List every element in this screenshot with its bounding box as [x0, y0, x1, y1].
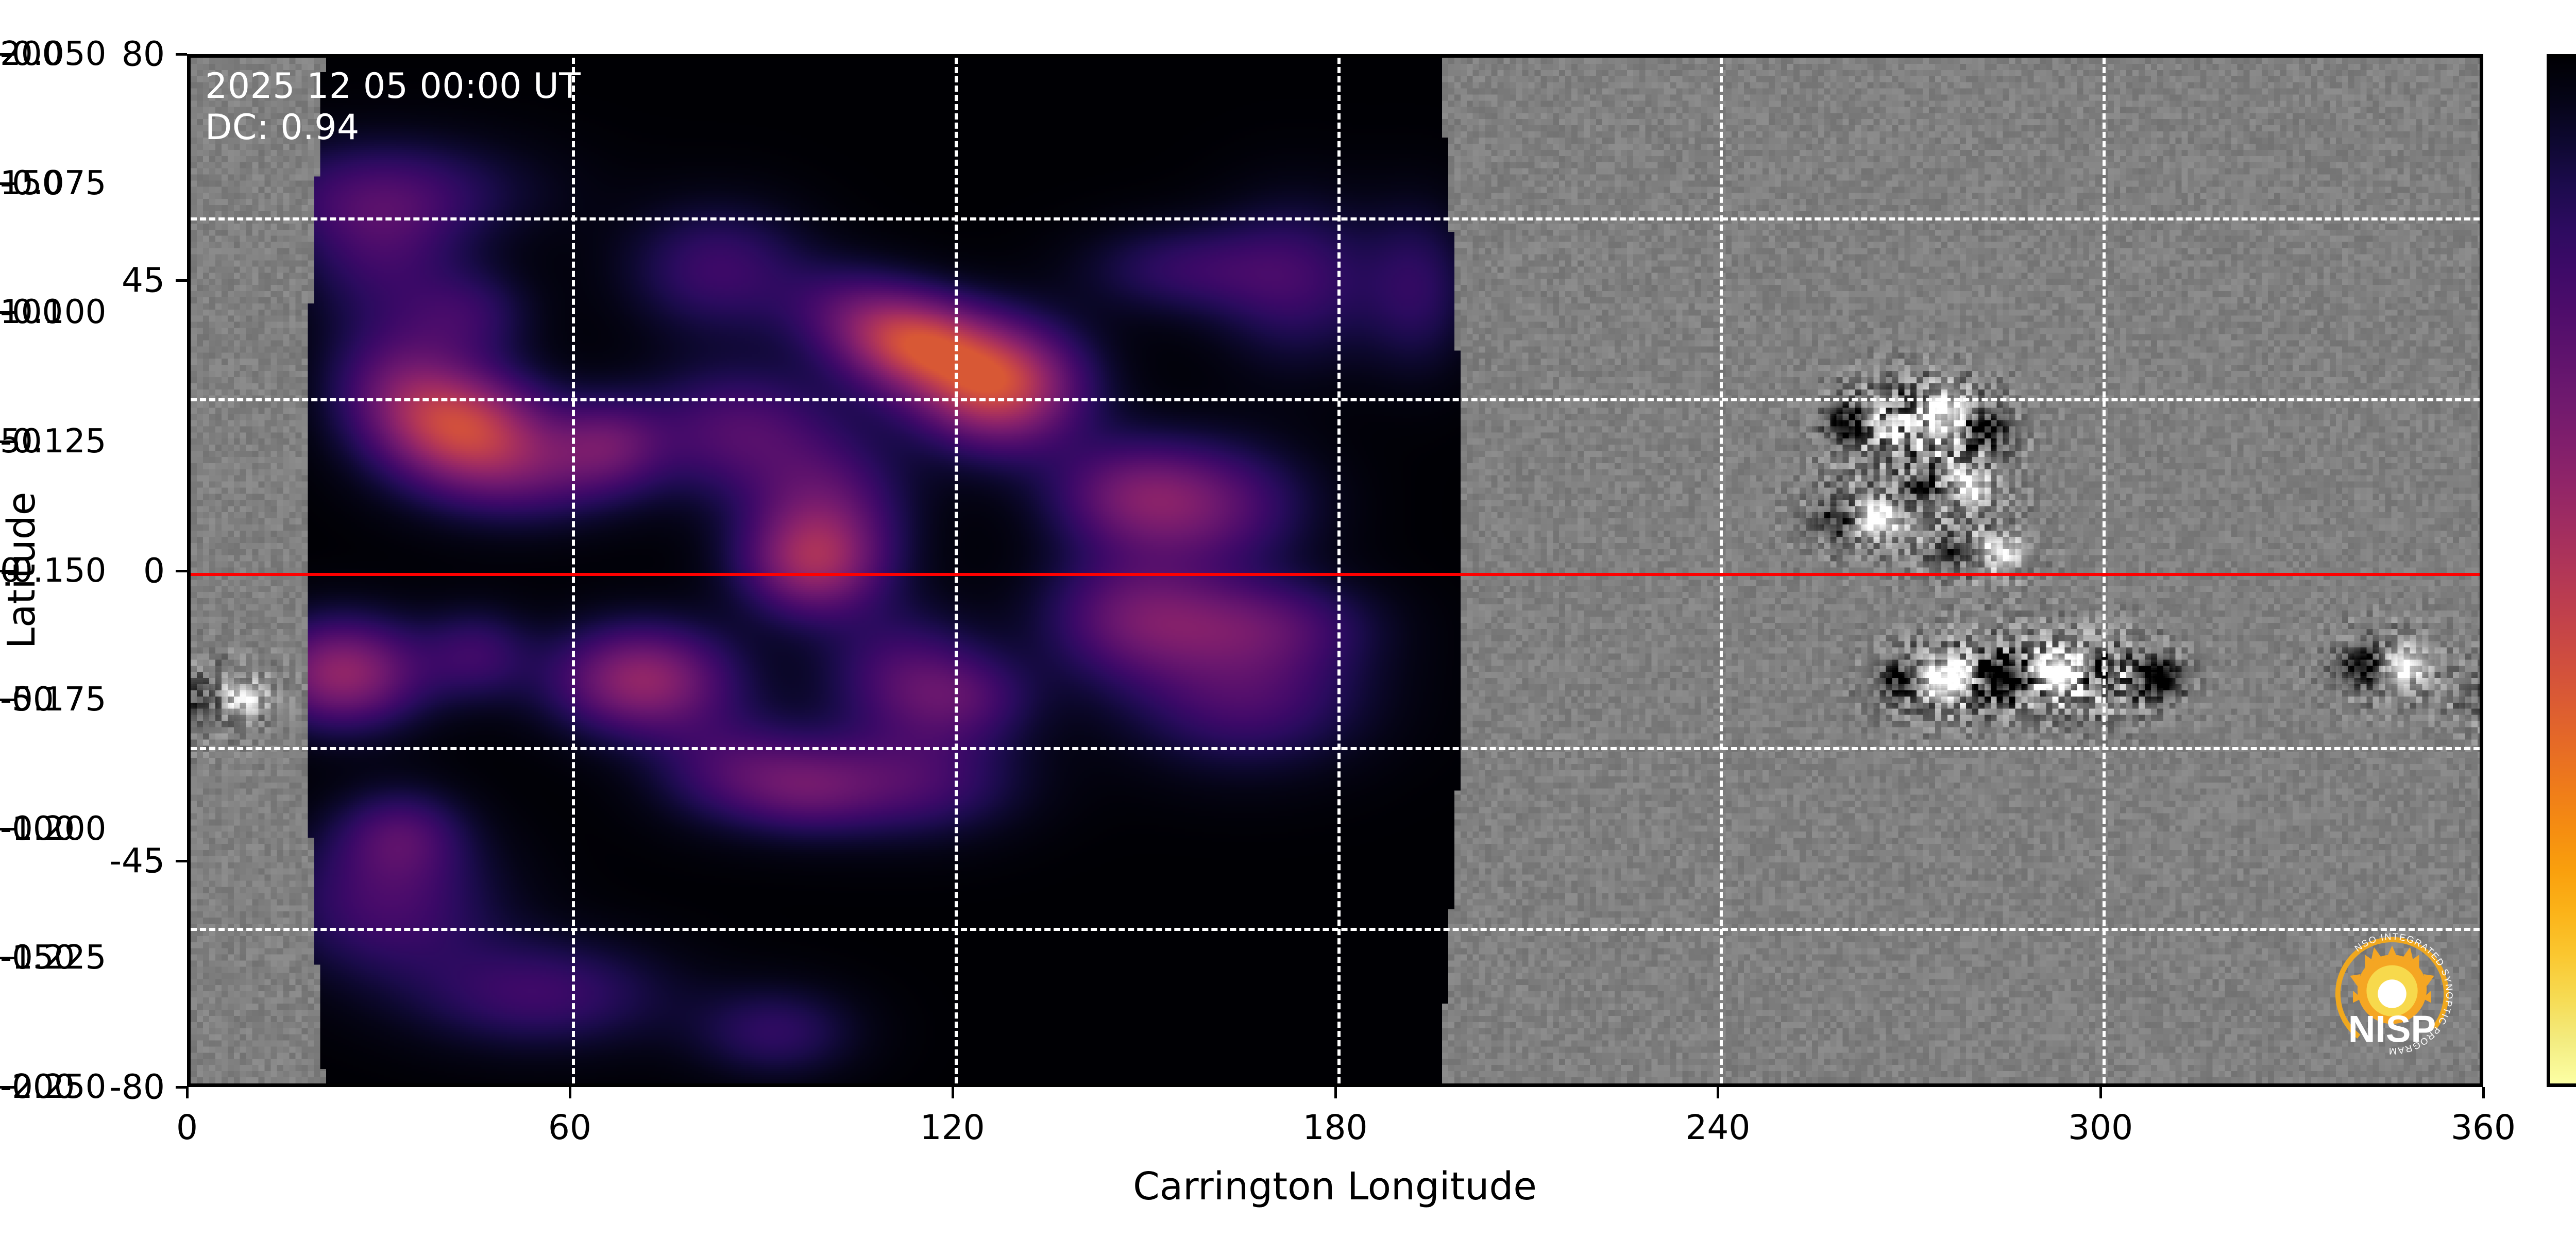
frontside-colorbar-tick-label: 150 — [0, 164, 63, 202]
farside-colorbar-tick-label: -0.125 — [0, 422, 107, 461]
frontside-colorbar-tick — [0, 440, 14, 443]
frontside-colorbar-tick-label: -200 — [0, 1068, 75, 1106]
frontside-colorbar-tick-label: 100 — [0, 293, 63, 332]
y-axis-tick-label: 80 — [122, 34, 165, 74]
x-axis-tick-label: 0 — [176, 1108, 198, 1147]
frontside-colorbar-tick-label: 50 — [0, 422, 42, 461]
y-axis-tick-label: -80 — [109, 1067, 165, 1107]
y-axis-tick-label: -45 — [109, 841, 165, 881]
x-axis-tick — [1717, 1087, 1720, 1098]
farside-colorbar-tick-label: -0.100 — [0, 293, 107, 332]
timestamp-annotation: 2025 12 05 00:00 UT DC: 0.94 — [205, 66, 581, 148]
farside-colorbar — [2547, 54, 2576, 1087]
frontside-colorbar-tick — [0, 1086, 14, 1089]
y-axis-tick — [176, 1086, 187, 1089]
x-axis-tick-label: 240 — [1685, 1108, 1751, 1147]
frontside-colorbar-tick — [0, 53, 14, 56]
x-axis-tick-label: 180 — [1302, 1108, 1368, 1147]
farside-colorbar-gradient — [2550, 58, 2576, 1083]
map-raster-layer — [191, 58, 2480, 1083]
x-axis-tick — [1334, 1087, 1337, 1098]
farside-colorbar-tick-label: -0.200 — [0, 809, 107, 848]
frontside-colorbar-tick — [0, 957, 14, 960]
frontside-colorbar-tick — [0, 699, 14, 702]
x-axis-tick-label: 360 — [2451, 1108, 2516, 1147]
equator-line — [191, 572, 2480, 576]
nisp-logo-acronym: NISP — [2348, 1008, 2436, 1050]
farside-colorbar-tick-label: -0.150 — [0, 551, 107, 590]
x-axis-tick — [186, 1087, 189, 1098]
farside-colorbar-tick-label: -0.175 — [0, 681, 107, 719]
farside-colorbar-tick-label: -0.250 — [0, 1068, 107, 1106]
frontside-colorbar-tick-label: -50 — [0, 681, 54, 719]
nisp-logo-icon: NISP NSO INTEGRATED SYNOPTIC PROGRAM — [2335, 931, 2454, 1056]
synoptic-map-plot: 2025 12 05 00:00 UT DC: 0.94 NISP — [187, 54, 2483, 1087]
x-axis-tick-label: 60 — [548, 1108, 591, 1147]
frontside-colorbar-tick — [0, 182, 14, 185]
x-axis-tick — [2099, 1087, 2103, 1098]
y-axis-tick — [176, 279, 187, 282]
x-axis-tick-label: 300 — [2068, 1108, 2133, 1147]
x-axis-tick-label: 120 — [920, 1108, 985, 1147]
x-axis-tick — [568, 1087, 571, 1098]
y-axis-tick — [176, 53, 187, 56]
farside-colorbar-tick-label: -0.075 — [0, 164, 107, 202]
frontside-colorbar-tick — [0, 827, 14, 830]
frontside-colorbar-tick-label: -150 — [0, 939, 75, 977]
x-axis-tick — [2482, 1087, 2485, 1098]
y-axis-tick — [176, 860, 187, 863]
frontside-colorbar-tick-label: 200 — [0, 35, 63, 73]
y-axis-tick-label: 0 — [143, 551, 165, 590]
farside-colorbar-tick-label: -0.050 — [0, 35, 107, 73]
y-axis-tick — [176, 569, 187, 572]
x-axis-title: Carrington Longitude — [1133, 1164, 1537, 1209]
farside-colorbar-tick-label: -0.225 — [0, 939, 107, 977]
frontside-colorbar-tick-label: -100 — [0, 809, 75, 848]
frontside-colorbar-tick-label: 0 — [0, 551, 21, 590]
x-axis-tick — [951, 1087, 954, 1098]
frontside-colorbar-tick — [0, 311, 14, 314]
y-axis-tick-label: 45 — [122, 260, 165, 300]
frontside-colorbar-tick — [0, 569, 14, 572]
